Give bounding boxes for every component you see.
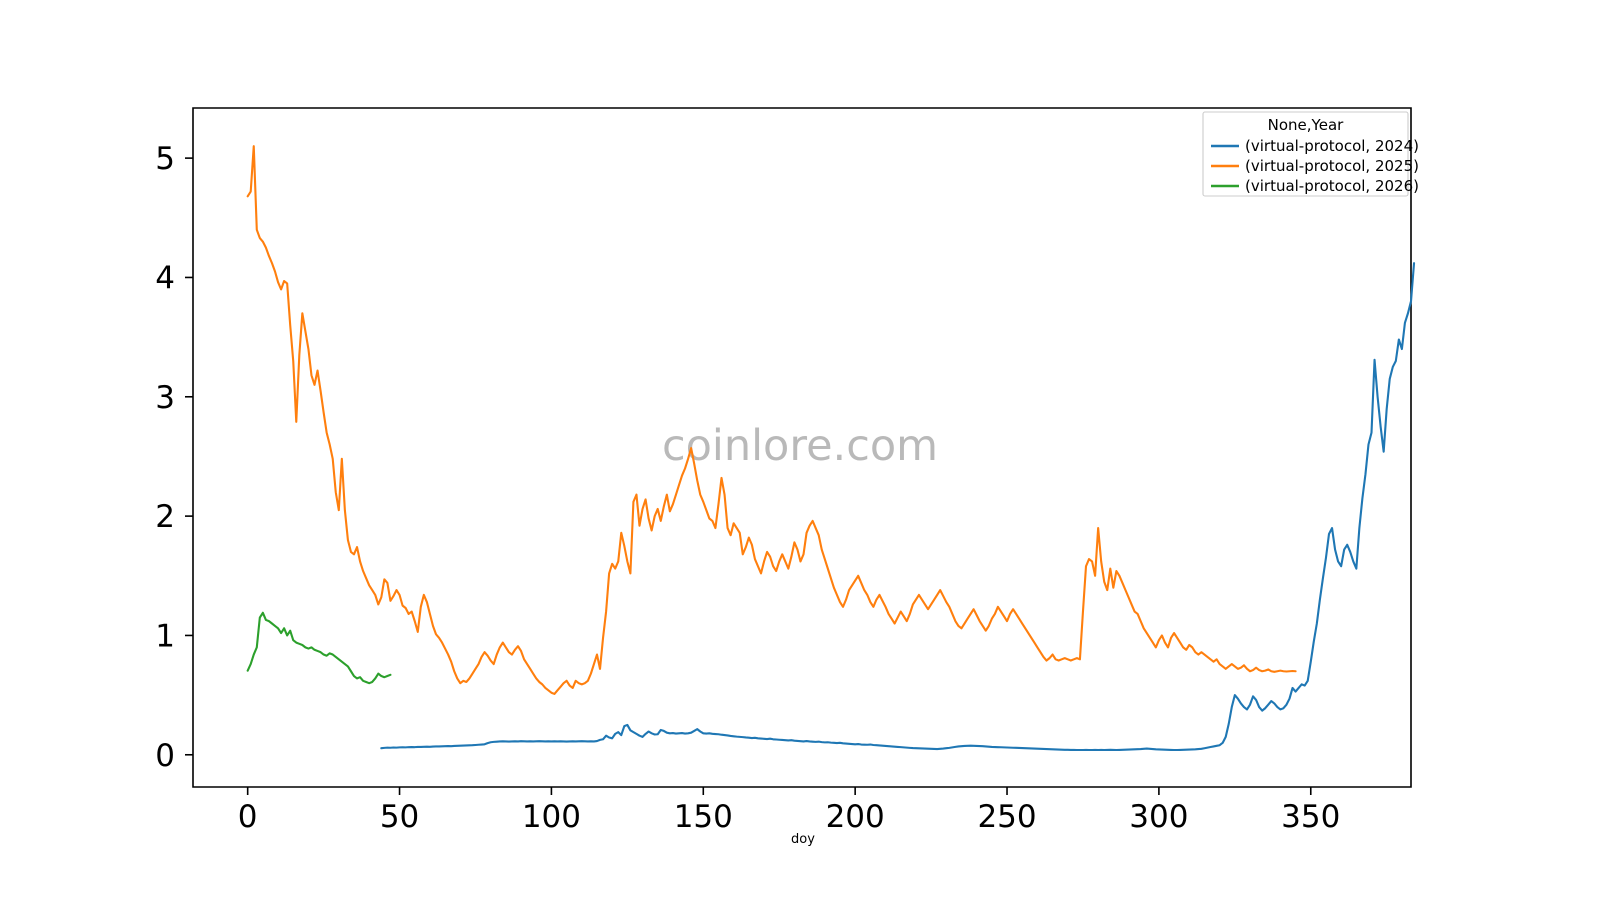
series-group — [246, 145, 1416, 752]
x-axis-title: doy — [791, 832, 815, 847]
x-tick-label: 150 — [674, 799, 733, 835]
y-tick-label: 2 — [155, 499, 175, 535]
chart-legend[interactable]: None,Year (virtual-protocol, 2024) (virtua… — [1202, 111, 1419, 197]
x-tick-label: 50 — [380, 799, 419, 835]
x-tick-label: 200 — [826, 799, 885, 835]
legend-label-2[interactable]: (virtual-protocol, 2025) — [1245, 157, 1419, 175]
legend-label-1[interactable]: (virtual-protocol, 2024) — [1245, 137, 1419, 155]
y-tick-label: 5 — [155, 141, 175, 177]
x-tick-label: 0 — [238, 799, 258, 835]
series-line-3 — [246, 611, 392, 685]
plot-frame — [192, 107, 1412, 788]
x-tick-label: 350 — [1281, 799, 1340, 835]
x-tick-label: 300 — [1129, 799, 1188, 835]
series-line-1 — [380, 262, 1416, 752]
legend-title: None,Year — [1268, 116, 1344, 134]
y-tick-label: 3 — [155, 380, 175, 416]
watermark-label: coinlore.com — [662, 421, 938, 471]
y-tick-label: 4 — [155, 260, 175, 296]
y-tick-label: 0 — [155, 738, 175, 774]
legend-label-3[interactable]: (virtual-protocol, 2026) — [1245, 177, 1419, 195]
series-line-2 — [246, 145, 1297, 695]
x-tick-label: 250 — [977, 799, 1036, 835]
x-axis-ticks: 0 50 100 150 200 250 300 350 — [238, 787, 1340, 835]
y-tick-label: 1 — [155, 618, 175, 654]
y-axis-ticks: 0 1 2 3 4 5 — [155, 141, 193, 774]
x-tick-label: 100 — [522, 799, 581, 835]
